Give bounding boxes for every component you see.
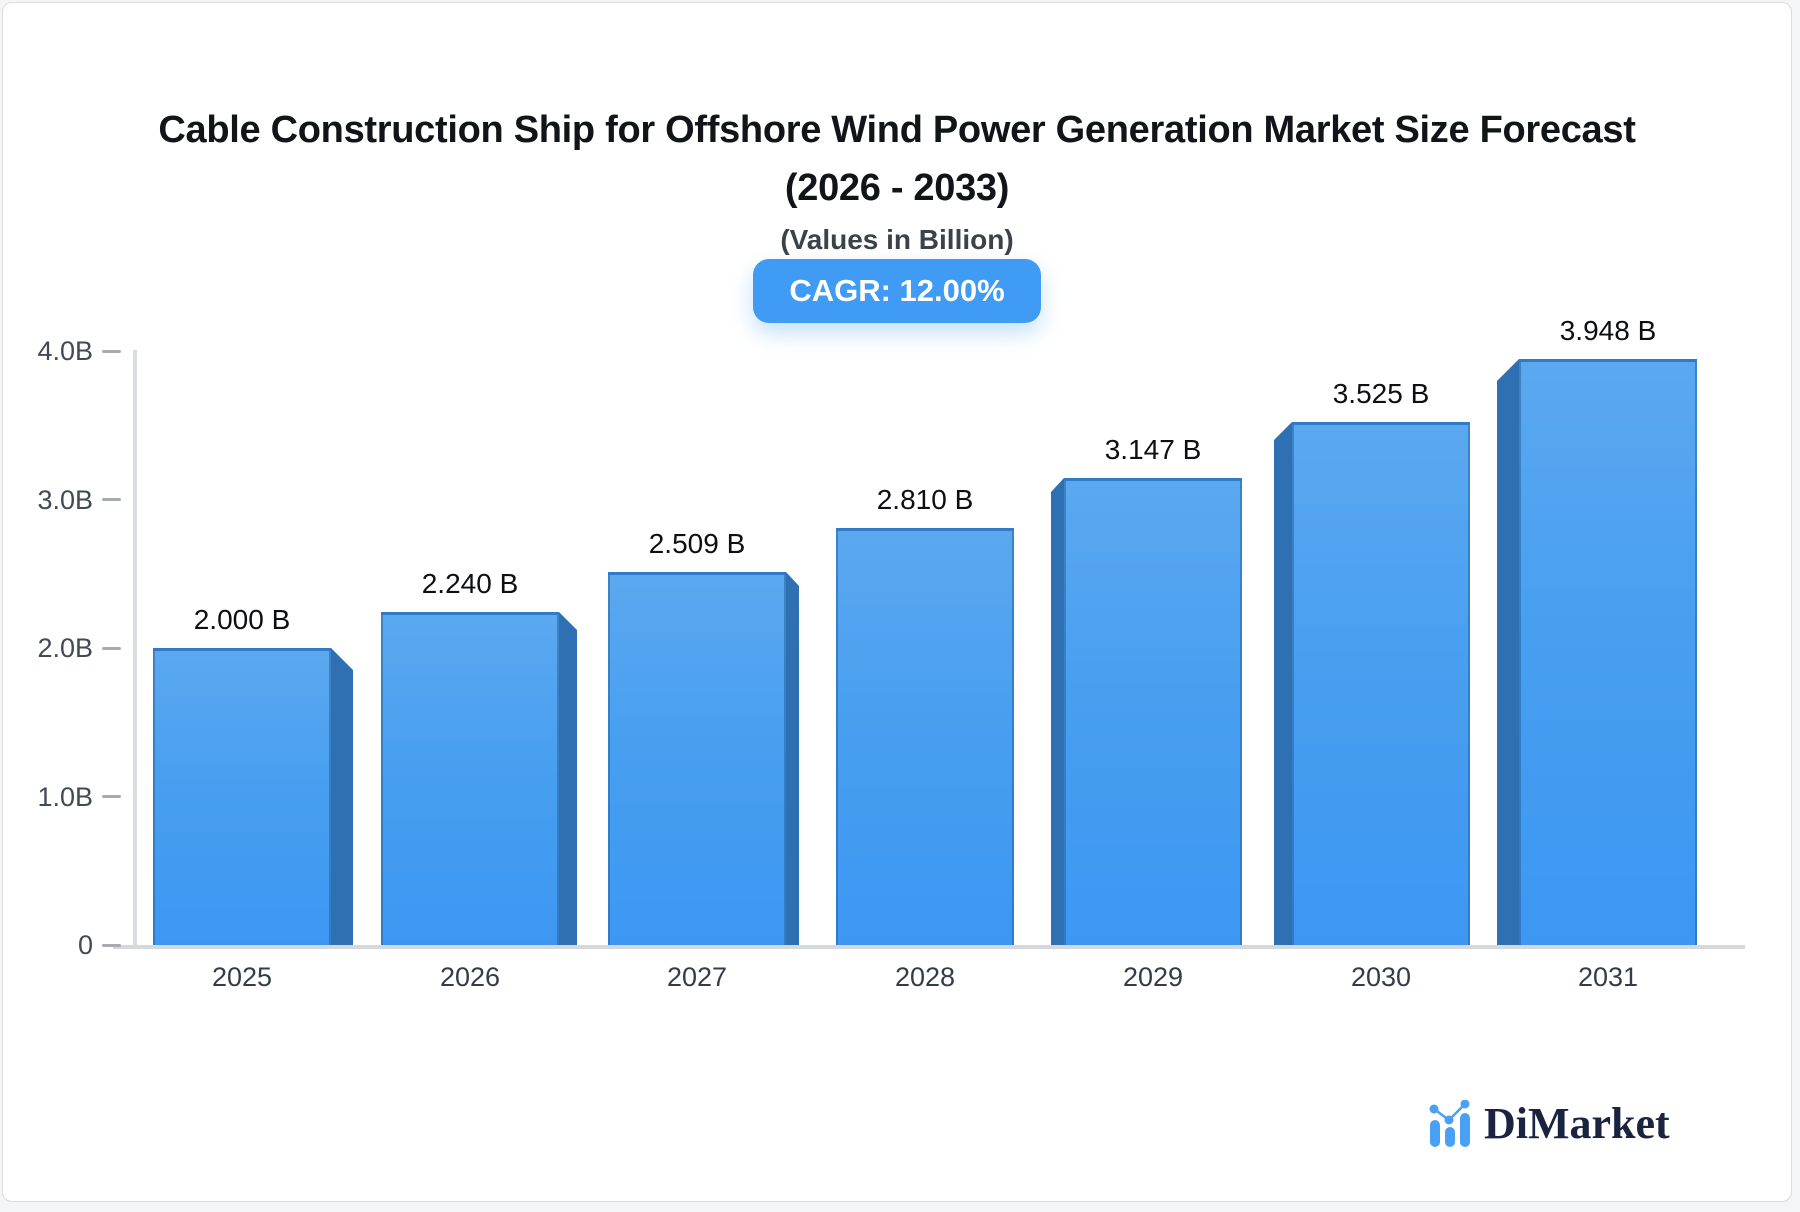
y-tick-mark xyxy=(102,349,121,353)
y-tick-mark xyxy=(102,943,121,947)
y-axis-label: 0 xyxy=(77,930,93,960)
y-axis-label: 1.0B xyxy=(37,781,93,812)
bar-line-chart-icon xyxy=(1429,1100,1470,1147)
cagr-badge: CAGR: 12.00% xyxy=(753,259,1041,323)
bar-side-3d xyxy=(1274,422,1292,945)
bar-value-label: 2.509 B xyxy=(648,528,746,559)
bar-2028 xyxy=(836,528,1014,945)
chart-title-line1: Cable Construction Ship for Offshore Win… xyxy=(158,109,1636,151)
bar-value-label: 2.810 B xyxy=(876,484,974,515)
x-axis-line xyxy=(113,945,1745,949)
bar-2027 xyxy=(608,572,786,945)
bar-value-label: 3.948 B xyxy=(1559,315,1657,346)
y-tick-mark xyxy=(102,795,121,798)
bar-value-label: 2.000 B xyxy=(193,604,291,635)
chart-subtitle: (Values in Billion) xyxy=(780,224,1014,255)
bar-chart: 0 1.0B 2.0B 3.0B 4.0B 2.000 B 2025 2.240 B 2026 2… xyxy=(3,3,1793,1203)
brand-name: DiMarket xyxy=(1484,1099,1670,1148)
dimarket-logo: DiMarket xyxy=(1428,1099,1670,1149)
x-axis-label: 2027 xyxy=(666,962,728,992)
bar-2029 xyxy=(1064,478,1242,945)
bar-side-3d xyxy=(331,648,353,945)
bar-side-3d xyxy=(1051,478,1064,945)
bar-value-label: 3.147 B xyxy=(1104,434,1202,465)
x-axis-label: 2031 xyxy=(1577,962,1639,992)
bar-2025 xyxy=(153,648,331,945)
y-axis-label: 3.0B xyxy=(37,484,93,515)
bar-value-label: 3.525 B xyxy=(1332,378,1430,409)
x-axis-label: 2028 xyxy=(894,962,956,992)
bar-value-label: 2.240 B xyxy=(421,568,519,599)
bar-2030 xyxy=(1292,422,1470,945)
x-axis-label: 2030 xyxy=(1350,962,1412,992)
bar-side-3d xyxy=(786,572,799,945)
y-axis-label: 2.0B xyxy=(37,633,93,663)
x-axis-label: 2025 xyxy=(211,962,273,992)
y-axis-line xyxy=(133,350,137,949)
chart-header: Cable Construction Ship for Offshore Win… xyxy=(3,107,1791,323)
y-tick-mark xyxy=(102,646,121,650)
bar-2031 xyxy=(1519,359,1697,945)
chart-title-line2: (2026 - 2033) xyxy=(784,167,1010,209)
bar-side-3d xyxy=(559,612,577,945)
y-axis-label: 4.0B xyxy=(37,336,93,366)
bar-2026 xyxy=(381,612,559,945)
y-tick-mark xyxy=(102,498,121,501)
bar-side-3d xyxy=(1497,359,1519,945)
x-axis-label: 2026 xyxy=(439,962,501,992)
x-axis-label: 2029 xyxy=(1122,962,1184,992)
